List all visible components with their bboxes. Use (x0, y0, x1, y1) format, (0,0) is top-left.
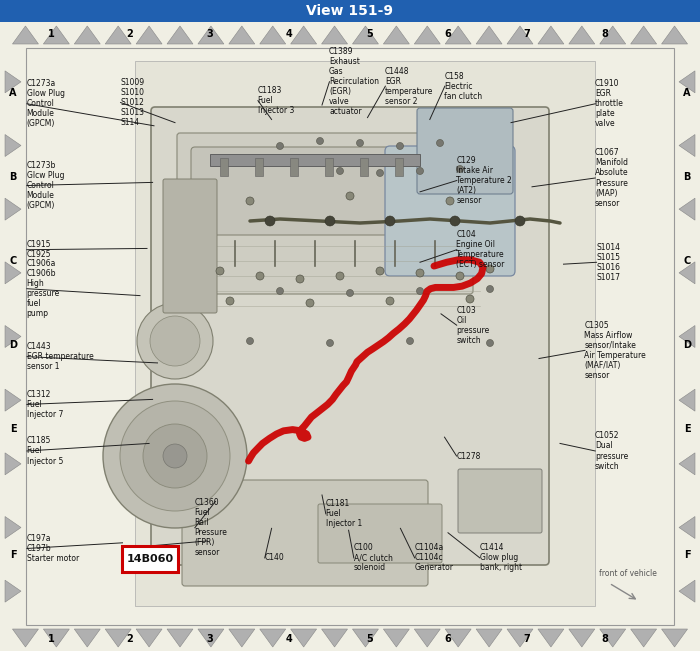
Circle shape (325, 216, 335, 226)
FancyBboxPatch shape (182, 480, 428, 586)
Polygon shape (198, 26, 224, 44)
Circle shape (316, 137, 323, 145)
Polygon shape (136, 26, 162, 44)
Text: C103
Oil
pressure
switch: C103 Oil pressure switch (456, 305, 490, 345)
Polygon shape (105, 629, 131, 647)
Polygon shape (43, 629, 69, 647)
Text: 5: 5 (366, 634, 373, 644)
Polygon shape (662, 629, 687, 647)
Circle shape (103, 384, 247, 528)
FancyBboxPatch shape (163, 179, 217, 313)
Polygon shape (679, 262, 695, 284)
Bar (220, 158, 228, 176)
Polygon shape (631, 629, 657, 647)
Polygon shape (569, 26, 595, 44)
Polygon shape (679, 580, 695, 602)
Polygon shape (507, 26, 533, 44)
Text: B: B (9, 172, 17, 182)
Text: C104
Engine Oil
Temperature
(ECT) sensor: C104 Engine Oil Temperature (ECT) sensor (456, 230, 505, 270)
Polygon shape (5, 135, 21, 156)
Text: C140: C140 (265, 553, 284, 562)
Text: B: B (683, 172, 691, 182)
Text: C129
Intake Air
Temperature 2
(AT2)
sensor: C129 Intake Air Temperature 2 (AT2) sens… (456, 156, 512, 205)
Polygon shape (260, 26, 286, 44)
Circle shape (137, 303, 213, 379)
Text: C1273b
Glcw Plug
Control
Module
(GPCM): C1273b Glcw Plug Control Module (GPCM) (27, 161, 64, 210)
Text: C158
Electric
fan clutch: C158 Electric fan clutch (444, 72, 482, 101)
Bar (122, 546, 178, 572)
Polygon shape (445, 629, 471, 647)
Text: C1067
Manifold
Absolute
Pressure
(MAP)
sensor: C1067 Manifold Absolute Pressure (MAP) s… (595, 148, 629, 208)
Circle shape (226, 297, 234, 305)
Circle shape (346, 192, 354, 200)
Circle shape (346, 290, 354, 296)
Bar (255, 158, 263, 176)
Text: 6: 6 (444, 29, 452, 39)
Text: C: C (9, 256, 17, 266)
Polygon shape (679, 453, 695, 475)
Text: 4: 4 (286, 634, 293, 644)
Polygon shape (167, 629, 193, 647)
Circle shape (450, 216, 460, 226)
Circle shape (216, 267, 224, 275)
FancyBboxPatch shape (177, 133, 473, 294)
Text: S1014
S1015
S1016
S1017: S1014 S1015 S1016 S1017 (596, 243, 620, 282)
Polygon shape (414, 629, 440, 647)
Polygon shape (74, 26, 100, 44)
FancyBboxPatch shape (458, 469, 542, 533)
Text: 2: 2 (126, 634, 133, 644)
Circle shape (276, 288, 284, 294)
Bar (325, 158, 333, 176)
Circle shape (336, 272, 344, 280)
Text: C1183
Fuel
Injector 3: C1183 Fuel Injector 3 (258, 86, 294, 115)
Polygon shape (476, 26, 502, 44)
Circle shape (276, 143, 284, 150)
Text: View 151-9: View 151-9 (307, 4, 393, 18)
Polygon shape (167, 26, 193, 44)
Polygon shape (321, 629, 347, 647)
Circle shape (385, 216, 395, 226)
Circle shape (515, 216, 525, 226)
Polygon shape (679, 198, 695, 220)
Text: front of vehicle: front of vehicle (599, 569, 657, 578)
Polygon shape (290, 629, 316, 647)
Text: 3: 3 (206, 29, 214, 39)
Text: C1360
Fuel
Rail
Pressure
(FPR)
sensor: C1360 Fuel Rail Pressure (FPR) sensor (195, 498, 228, 557)
Circle shape (356, 139, 363, 146)
Polygon shape (5, 262, 21, 284)
Polygon shape (229, 629, 255, 647)
Polygon shape (5, 198, 21, 220)
Text: A: A (683, 88, 691, 98)
Circle shape (150, 316, 200, 366)
Text: C1414
Glow plug
bank, right: C1414 Glow plug bank, right (480, 544, 522, 572)
Circle shape (486, 265, 494, 273)
Text: C1915
C1925: C1915 C1925 (27, 240, 51, 259)
Polygon shape (198, 629, 224, 647)
Text: 1: 1 (48, 634, 55, 644)
Text: 8: 8 (601, 29, 608, 39)
Text: 8: 8 (601, 634, 608, 644)
Polygon shape (507, 629, 533, 647)
Text: 7: 7 (523, 634, 530, 644)
Text: C1305
Mass Airflow
sensor/Intake
Air Temperature
(MAF/IAT)
sensor: C1305 Mass Airflow sensor/Intake Air Tem… (584, 321, 646, 380)
Polygon shape (679, 516, 695, 538)
Circle shape (337, 167, 344, 174)
Circle shape (486, 286, 493, 292)
Circle shape (456, 272, 464, 280)
Polygon shape (229, 26, 255, 44)
Polygon shape (5, 453, 21, 475)
Polygon shape (679, 326, 695, 348)
Polygon shape (445, 26, 471, 44)
Circle shape (296, 275, 304, 283)
Bar (0, 0, 700, 22)
Circle shape (246, 337, 253, 344)
Circle shape (246, 197, 254, 205)
Text: C1448
EGR
temperature
sensor 2: C1448 EGR temperature sensor 2 (385, 66, 433, 105)
Polygon shape (600, 629, 626, 647)
Polygon shape (321, 26, 347, 44)
Circle shape (416, 269, 424, 277)
Circle shape (377, 169, 384, 176)
Polygon shape (631, 26, 657, 44)
Circle shape (446, 197, 454, 205)
Polygon shape (538, 629, 564, 647)
